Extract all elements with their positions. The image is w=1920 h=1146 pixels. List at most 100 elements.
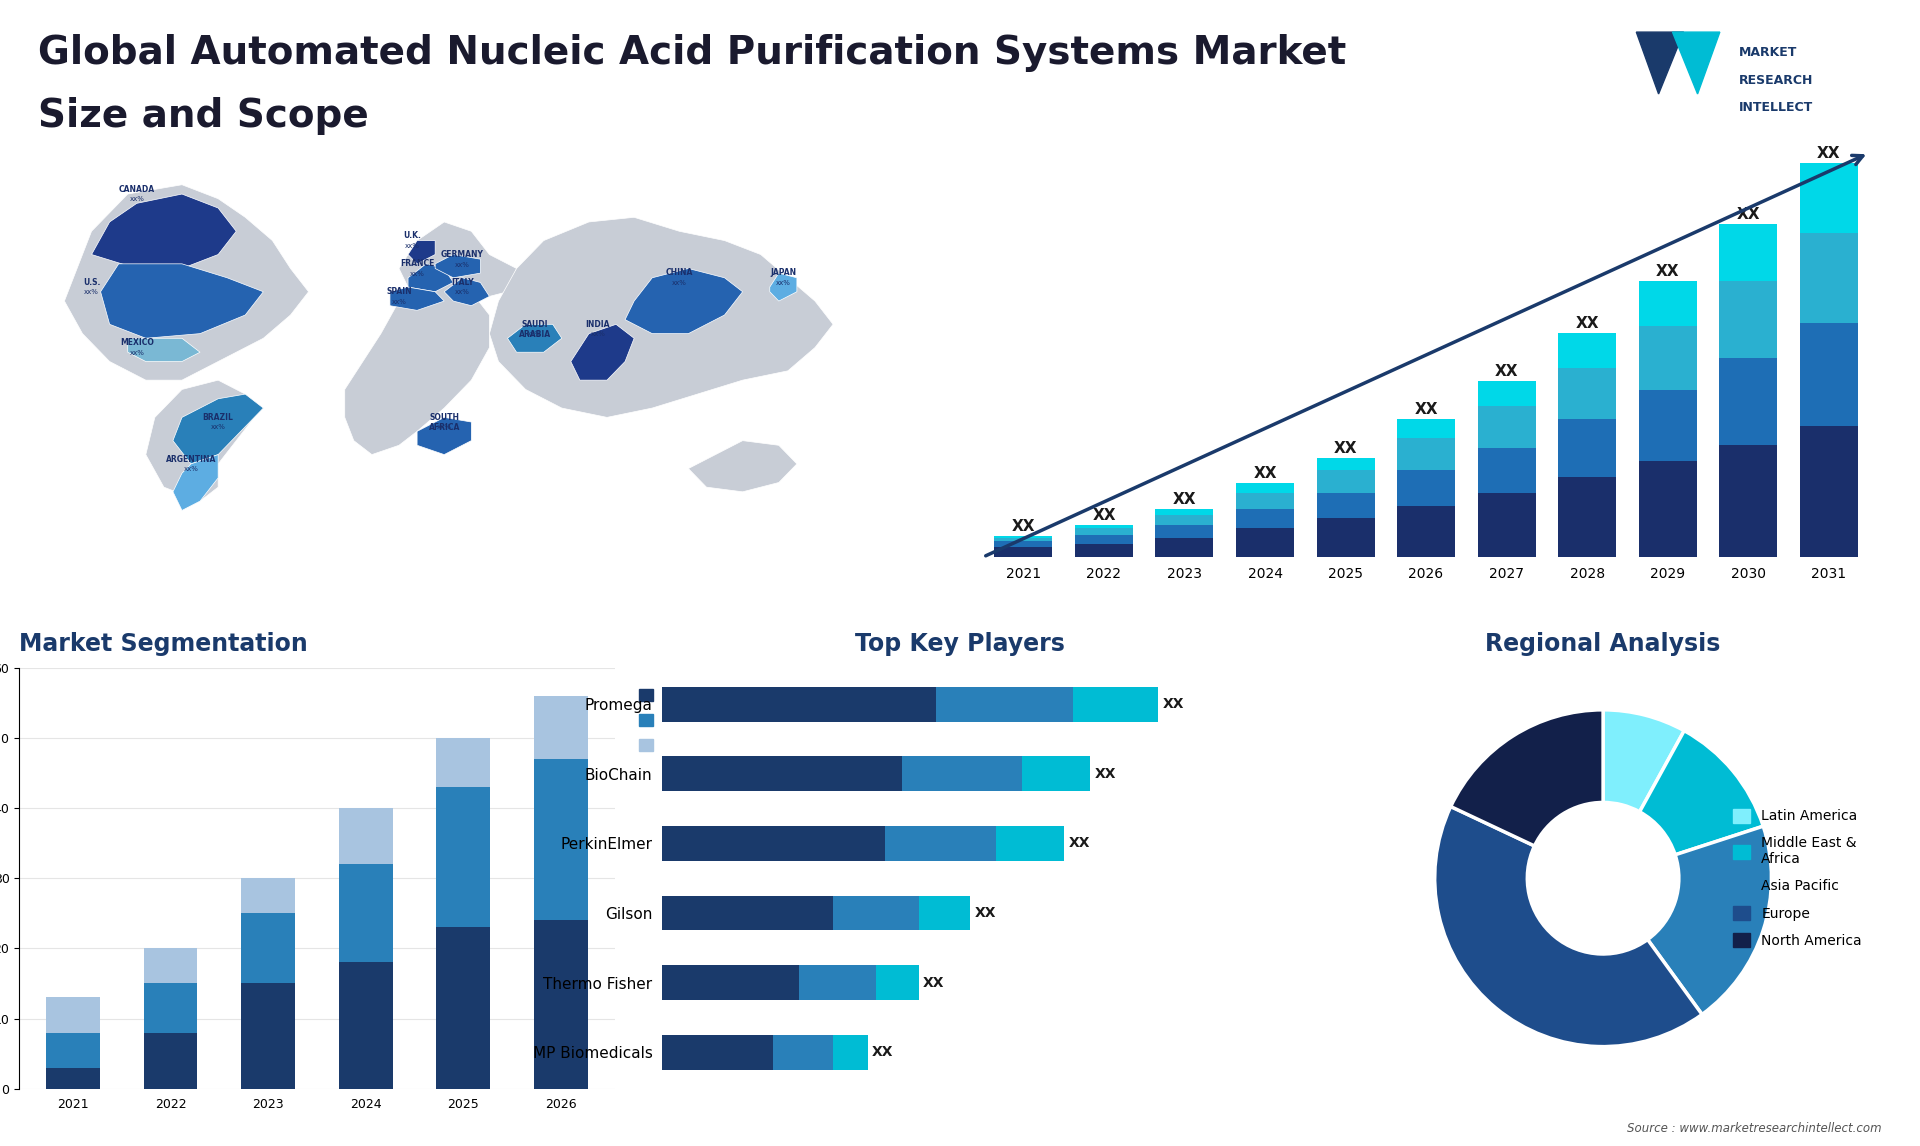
Text: XX: XX <box>1496 363 1519 378</box>
Bar <box>1799 323 1859 425</box>
Bar <box>1799 233 1859 323</box>
Text: XX: XX <box>1092 508 1116 523</box>
Bar <box>1075 525 1133 528</box>
Bar <box>1718 223 1778 281</box>
Text: xx%: xx% <box>672 280 687 286</box>
Text: XX: XX <box>1816 146 1841 160</box>
Bar <box>1317 457 1375 470</box>
Polygon shape <box>507 324 563 352</box>
Polygon shape <box>436 254 480 277</box>
Bar <box>799 965 876 1000</box>
Legend: Application, Product, Geography: Application, Product, Geography <box>634 683 747 759</box>
Text: XX: XX <box>1164 697 1185 712</box>
Bar <box>1021 756 1091 791</box>
Text: xx%: xx% <box>455 261 470 267</box>
Text: XX: XX <box>1012 519 1035 534</box>
Polygon shape <box>409 264 453 292</box>
Bar <box>1398 419 1455 438</box>
Text: CHINA: CHINA <box>666 268 693 277</box>
Text: Market Segmentation: Market Segmentation <box>19 633 307 656</box>
Bar <box>920 896 970 931</box>
Legend: Latin America, Middle East &
Africa, Asia Pacific, Europe, North America: Latin America, Middle East & Africa, Asi… <box>1728 803 1868 953</box>
Text: GERMANY: GERMANY <box>442 250 484 259</box>
Bar <box>534 696 588 759</box>
Bar <box>833 1035 868 1069</box>
Bar <box>1156 516 1213 525</box>
Polygon shape <box>444 277 490 306</box>
Bar <box>662 686 937 722</box>
Bar <box>1398 470 1455 505</box>
Polygon shape <box>173 394 263 464</box>
Text: XX: XX <box>872 1045 893 1059</box>
Text: MEXICO: MEXICO <box>119 338 154 347</box>
Bar <box>1799 425 1859 557</box>
Bar <box>1156 537 1213 557</box>
Bar <box>1075 544 1133 557</box>
Text: xx%: xx% <box>591 331 605 337</box>
Bar <box>338 963 392 1089</box>
Text: xx%: xx% <box>776 280 791 286</box>
Bar <box>1236 528 1294 557</box>
Bar <box>338 808 392 864</box>
Text: U.K.: U.K. <box>403 231 422 241</box>
Polygon shape <box>390 288 444 311</box>
Text: ITALY: ITALY <box>451 277 474 286</box>
Bar <box>1317 518 1375 557</box>
Bar <box>1718 445 1778 557</box>
Bar <box>1559 332 1617 368</box>
Bar <box>1559 477 1617 557</box>
Bar <box>937 686 1073 722</box>
Bar <box>1236 493 1294 509</box>
Bar <box>1718 281 1778 359</box>
Polygon shape <box>92 194 236 268</box>
Bar <box>876 965 920 1000</box>
Text: XX: XX <box>1254 466 1277 481</box>
Polygon shape <box>570 324 634 380</box>
Text: FRANCE: FRANCE <box>399 259 434 268</box>
Text: xx%: xx% <box>436 424 451 431</box>
Text: ARGENTINA: ARGENTINA <box>165 455 217 464</box>
Text: XX: XX <box>924 975 945 990</box>
Bar <box>662 826 885 861</box>
Bar <box>774 1035 833 1069</box>
Bar <box>1398 505 1455 557</box>
Bar <box>144 983 198 1033</box>
Text: xx%: xx% <box>129 196 144 203</box>
Polygon shape <box>417 417 470 455</box>
Bar <box>1559 419 1617 477</box>
Text: SAUDI
ARABIA: SAUDI ARABIA <box>518 320 551 339</box>
Polygon shape <box>100 264 263 338</box>
Text: xx%: xx% <box>392 299 407 305</box>
Text: CANADA: CANADA <box>119 185 156 194</box>
Wedge shape <box>1640 731 1763 855</box>
Bar <box>1398 438 1455 470</box>
Bar <box>885 826 996 861</box>
Bar <box>995 548 1052 557</box>
Polygon shape <box>409 241 436 264</box>
Bar <box>1156 509 1213 516</box>
Bar <box>242 878 296 913</box>
Text: XX: XX <box>1655 265 1680 280</box>
Bar <box>662 1035 774 1069</box>
Bar <box>1073 686 1158 722</box>
Text: JAPAN: JAPAN <box>770 268 797 277</box>
Bar <box>1638 391 1697 461</box>
Text: XX: XX <box>1574 315 1599 331</box>
Bar <box>1638 281 1697 327</box>
Bar <box>1075 534 1133 544</box>
Bar <box>1156 525 1213 537</box>
Bar <box>338 864 392 963</box>
Bar <box>1478 448 1536 493</box>
Text: XX: XX <box>1069 837 1091 850</box>
Bar <box>242 913 296 983</box>
Text: xx%: xx% <box>84 290 100 296</box>
Title: Regional Analysis: Regional Analysis <box>1486 633 1720 656</box>
Bar <box>1478 407 1536 448</box>
Bar <box>1075 528 1133 534</box>
Bar <box>46 997 100 1033</box>
Bar <box>1317 470 1375 493</box>
Text: SOUTH
AFRICA: SOUTH AFRICA <box>428 413 461 432</box>
Polygon shape <box>146 380 253 501</box>
Bar <box>46 1033 100 1068</box>
Text: xx%: xx% <box>405 243 420 249</box>
